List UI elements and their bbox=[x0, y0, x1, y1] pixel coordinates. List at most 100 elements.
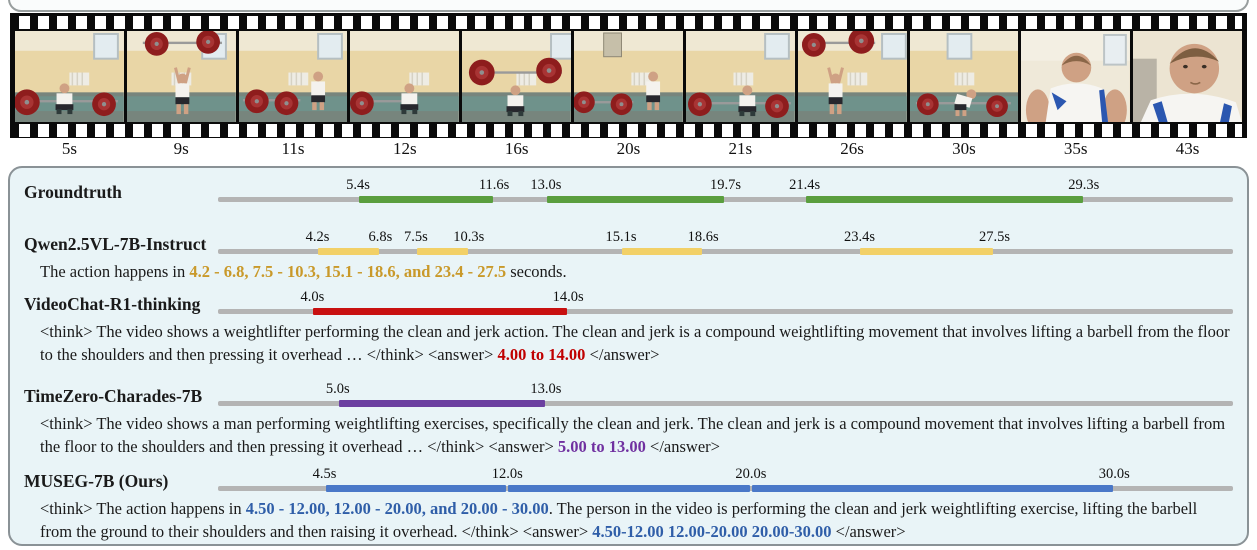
timeline-segment bbox=[508, 485, 750, 492]
timeline-segment bbox=[325, 485, 507, 492]
time-tick-label: 4.2s bbox=[305, 229, 330, 245]
video-frame bbox=[574, 31, 683, 122]
time-tick-label: 13.0s bbox=[530, 381, 562, 397]
video-frame bbox=[350, 31, 460, 122]
time-tick-label: 19.7s bbox=[709, 177, 742, 193]
time-tick-label: 15.1s bbox=[605, 229, 637, 245]
timeline-track bbox=[218, 197, 1233, 202]
timeline-bar bbox=[218, 308, 1233, 315]
time-tick-label: 5.4s bbox=[346, 177, 370, 193]
video-frame bbox=[685, 31, 795, 122]
timeline: 4.0s 14.0s bbox=[218, 289, 1233, 315]
time-tick-label: 5.0s bbox=[325, 381, 350, 397]
model-name: Groundtruth bbox=[24, 182, 122, 202]
time-tick-label: 11.6s bbox=[478, 177, 510, 193]
frame-timestamp: 35s bbox=[1063, 139, 1088, 158]
tick-row: 4.5s 12.0s 20.0s 30.0s bbox=[218, 466, 1233, 484]
highlighted-timespan-text: 5.00 to 13.00 bbox=[557, 437, 646, 456]
video-frame bbox=[797, 31, 907, 122]
timeline-segment bbox=[359, 196, 494, 203]
video-frame bbox=[1021, 31, 1131, 122]
model-output-text: The action happens in 4.2 - 6.8, 7.5 - 1… bbox=[40, 260, 1233, 283]
timeline-segment bbox=[416, 248, 468, 255]
timeline: 5.4s 11.6s 13.0s 19.7s 21.4s 29.3s bbox=[218, 177, 1233, 203]
time-tick-label: 6.8s bbox=[368, 229, 393, 245]
model-output-text: <think> The action happens in 4.50 - 12.… bbox=[40, 497, 1233, 543]
frame-timestamp: 5s bbox=[61, 139, 77, 158]
time-tick-label: 12.0s bbox=[491, 466, 523, 482]
results-panel: Groundtruth 5.4s 11.6s 13.0s 19.7s 21.4s 29.3s… bbox=[8, 166, 1249, 546]
timeline: 5.0s 13.0s bbox=[218, 381, 1233, 407]
timeline: 4.2s 6.8s 7.5s 10.3s 15.1s 18.6s 23.4s 27.5s bbox=[218, 229, 1233, 255]
plain-text: <think> The action happens in bbox=[40, 499, 246, 518]
sprocket-holes-bottom bbox=[15, 124, 1242, 137]
timeline-segment bbox=[805, 196, 1083, 203]
model-output-text: <think> The video shows a man performing… bbox=[40, 412, 1233, 458]
time-tick-label: 14.0s bbox=[552, 289, 584, 305]
timeline-bar bbox=[218, 400, 1233, 407]
frame-timestamp: 20s bbox=[616, 139, 641, 158]
video-frame bbox=[126, 31, 236, 122]
time-tick-label: 18.6s bbox=[687, 229, 719, 245]
plain-text: <think> The video shows a weightlifter p… bbox=[40, 322, 1230, 364]
time-tick-label: 4.0s bbox=[300, 289, 325, 305]
time-tick-label: 20.0s bbox=[735, 466, 767, 482]
model-output-text: <think> The video shows a weightlifter p… bbox=[40, 320, 1233, 366]
time-tick-label: 13.0s bbox=[530, 177, 562, 193]
film-frames bbox=[15, 31, 1242, 122]
video-frame bbox=[238, 31, 348, 122]
video-frame bbox=[15, 31, 124, 122]
frame-timestamp: 43s bbox=[1175, 139, 1200, 158]
timeline-segment bbox=[318, 248, 380, 255]
tick-row: 4.0s 14.0s bbox=[218, 289, 1233, 307]
frame-timestamps: 5s 9s 11s 12s 16s 20s 21s 26s 30s 35s 43s bbox=[10, 139, 1247, 161]
video-frame bbox=[909, 31, 1019, 122]
model-name: Qwen2.5VL-7B-Instruct bbox=[24, 234, 207, 254]
timeline-bar bbox=[218, 248, 1233, 255]
frame-timestamp: 26s bbox=[840, 139, 864, 158]
timeline-track bbox=[218, 309, 1233, 314]
timeline: 4.5s 12.0s 20.0s 30.0s bbox=[218, 466, 1233, 492]
timeline-segment bbox=[313, 308, 568, 315]
timeline-bar bbox=[218, 485, 1233, 492]
model-name: VideoChat-R1-thinking bbox=[24, 294, 201, 314]
time-tick-label: 10.3s bbox=[453, 229, 485, 245]
plain-text: seconds. bbox=[506, 262, 567, 281]
time-tick-label: 4.5s bbox=[312, 466, 337, 482]
tick-row: 4.2s 6.8s 7.5s 10.3s 15.1s 18.6s 23.4s 27.5s bbox=[218, 229, 1233, 247]
video-frame bbox=[1133, 31, 1242, 122]
model-name: TimeZero-Charades-7B bbox=[24, 386, 203, 406]
time-tick-label: 21.4s bbox=[789, 177, 821, 193]
time-tick-label: 30.0s bbox=[1098, 466, 1130, 482]
timeline-track bbox=[218, 401, 1233, 406]
plain-text: <think> The video shows a man performing… bbox=[40, 414, 1226, 456]
highlighted-timespan-text: 4.00 to 14.00 bbox=[497, 345, 586, 364]
frame-timestamp: 16s bbox=[504, 139, 529, 158]
plain-text: </answer> bbox=[831, 522, 906, 541]
frame-timestamp: 21s bbox=[728, 139, 753, 158]
time-tick-label: 7.5s bbox=[404, 229, 428, 245]
highlighted-timespan-text: 4.2 - 6.8, 7.5 - 10.3, 15.1 - 18.6, and … bbox=[189, 262, 507, 281]
frame-timestamp: 12s bbox=[393, 139, 417, 158]
timeline-segment bbox=[860, 248, 994, 255]
plain-text: . The person in the video is performing … bbox=[40, 499, 1198, 541]
frame-timestamp: 9s bbox=[173, 139, 189, 158]
timeline-track bbox=[218, 249, 1233, 254]
time-tick-label: 23.4s bbox=[843, 229, 875, 245]
tick-row: 5.4s 11.6s 13.0s 19.7s 21.4s 29.3s bbox=[218, 177, 1233, 195]
timeline-segment bbox=[338, 400, 545, 407]
plain-text: </answer> bbox=[585, 345, 660, 364]
timeline-segment bbox=[621, 248, 703, 255]
tick-row: 5.0s 13.0s bbox=[218, 381, 1233, 399]
model-name: MUSEG-7B (Ours) bbox=[24, 471, 169, 491]
plain-text: The action happens in bbox=[40, 262, 190, 281]
sprocket-holes-top bbox=[15, 16, 1242, 29]
timeline-segment bbox=[751, 485, 1114, 492]
plain-text: </answer> bbox=[645, 437, 720, 456]
video-frame bbox=[462, 31, 572, 122]
highlighted-timespan-text: 4.50-12.00 12.00-20.00 20.00-30.00 bbox=[592, 522, 832, 541]
time-tick-label: 29.3s bbox=[1068, 177, 1100, 193]
timeline-bar bbox=[218, 196, 1233, 203]
time-tick-label: 27.5s bbox=[978, 229, 1010, 245]
